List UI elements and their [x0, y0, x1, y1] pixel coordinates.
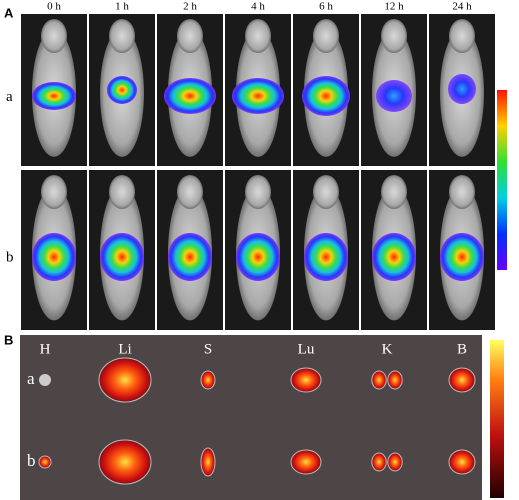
organ — [387, 452, 403, 472]
panel-label: A — [4, 5, 14, 20]
row-label: a — [6, 89, 13, 105]
organ — [38, 455, 52, 469]
signal — [448, 74, 476, 104]
mouse-head — [449, 19, 475, 53]
signal — [107, 76, 137, 104]
organ — [371, 370, 387, 390]
mouse-head — [109, 175, 135, 209]
colorbar-a — [497, 90, 507, 270]
mouse-head — [177, 19, 203, 53]
time-label: 4 h — [251, 1, 265, 13]
signal — [32, 82, 76, 110]
time-label: 1 h — [115, 1, 129, 13]
organ — [290, 367, 322, 393]
figure-content: a b 0 h 1 h 2 h 4 h 6 h 12 h 24 h H Li S Lu K Ba b — [6, 1, 495, 500]
signal — [32, 233, 76, 281]
organ — [200, 447, 216, 477]
organ-label: Lu — [298, 341, 315, 357]
organ-label: H — [40, 341, 51, 357]
time-label: 24 h — [452, 1, 472, 13]
mouse-head — [245, 175, 271, 209]
mouse-head — [381, 175, 407, 209]
mouse-head — [313, 175, 339, 209]
mouse-head — [313, 19, 339, 53]
row-label: b — [27, 451, 36, 470]
mouse-head — [41, 175, 67, 209]
signal — [168, 233, 212, 281]
time-label: 0 h — [47, 1, 61, 13]
organ — [39, 374, 51, 386]
panel-label: B — [4, 332, 13, 347]
signal — [232, 78, 284, 114]
row-label: a — [27, 369, 35, 388]
signal — [440, 233, 484, 281]
signal — [164, 78, 216, 114]
mouse-head — [381, 19, 407, 53]
signal — [236, 233, 280, 281]
time-label: 2 h — [183, 1, 197, 13]
organ-label: S — [204, 341, 212, 357]
organ — [98, 357, 152, 403]
organ — [290, 449, 322, 475]
signal — [304, 233, 348, 281]
organ — [98, 439, 152, 485]
time-label: 6 h — [319, 1, 333, 13]
mouse-head — [177, 175, 203, 209]
organ-panel — [20, 335, 482, 500]
mouse-head — [41, 19, 67, 53]
organ — [371, 452, 387, 472]
mouse-head — [449, 175, 475, 209]
colorbar-b — [490, 340, 504, 498]
organ-label: B — [457, 341, 467, 357]
signal — [302, 76, 350, 116]
organ — [448, 449, 476, 475]
mouse-head — [245, 19, 271, 53]
signal — [376, 80, 412, 112]
organ — [448, 367, 476, 393]
signal — [100, 233, 144, 281]
time-label: 12 h — [384, 1, 404, 13]
mouse-head — [109, 19, 135, 53]
row-label: b — [6, 249, 14, 265]
organ-label: K — [382, 341, 393, 357]
organ — [387, 370, 403, 390]
organ-label: Li — [118, 341, 131, 357]
signal — [372, 233, 416, 281]
organ — [200, 370, 216, 390]
